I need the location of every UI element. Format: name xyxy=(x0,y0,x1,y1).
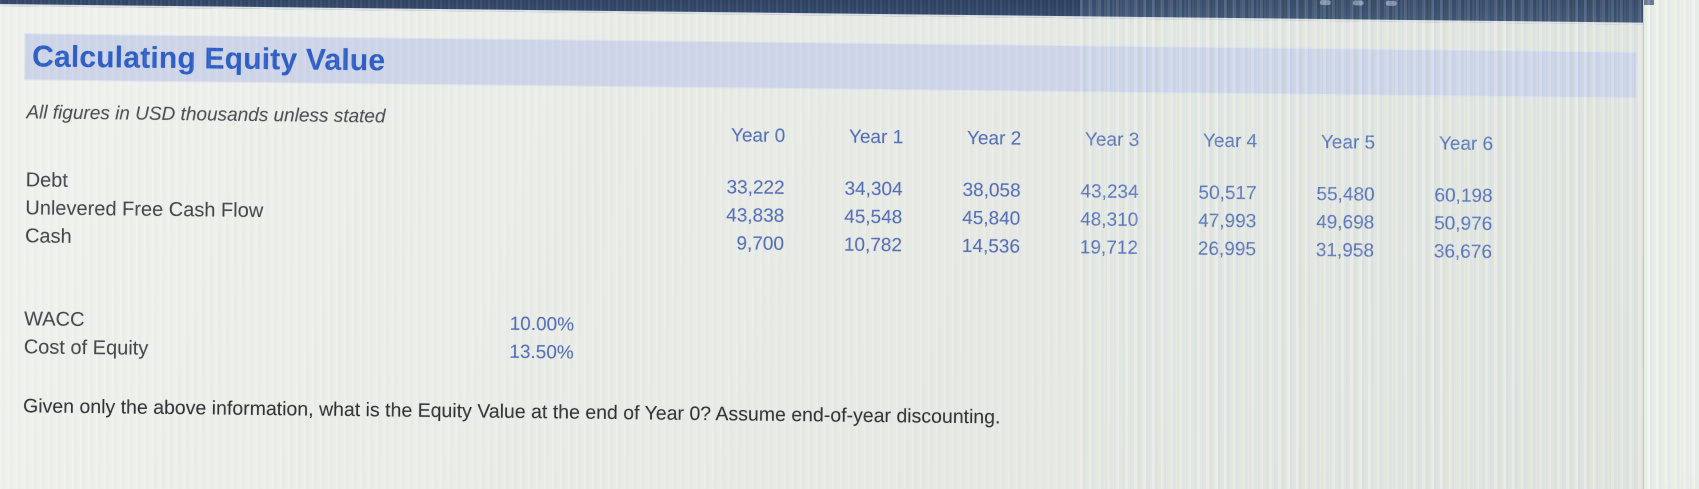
debt-value: 38,058 xyxy=(962,179,1021,202)
debt-value: 60,198 xyxy=(1434,185,1493,207)
ufcf-value: 47,993 xyxy=(1198,210,1257,233)
assumption-row-cost-of-equity: Cost of Equity 13.50% xyxy=(24,333,574,367)
cash-value: 19,712 xyxy=(1079,237,1139,259)
ufcf-value: 50,976 xyxy=(1434,213,1493,235)
cash-value: 31,958 xyxy=(1315,239,1375,262)
year-header-row: Year 0 Year 1 Year 2 Year 3 Year 4 Year … xyxy=(26,114,1493,159)
ufcf-value: 45,840 xyxy=(962,207,1021,230)
ufcf-value: 45,548 xyxy=(844,206,903,229)
captured-window: Calculating Equity Value All figures in … xyxy=(0,0,1652,429)
cost-of-equity-value: 13.50% xyxy=(509,341,574,364)
cash-value: 9,700 xyxy=(736,233,785,255)
year-header: Year 1 xyxy=(848,126,904,149)
debt-value: 33,222 xyxy=(726,177,785,199)
ufcf-value: 48,310 xyxy=(1080,209,1139,231)
ufcf-value: 49,698 xyxy=(1316,211,1375,234)
cash-value: 36,676 xyxy=(1433,241,1493,263)
window-corner-notch xyxy=(1644,0,1654,5)
cash-value: 10,782 xyxy=(843,234,903,257)
cash-value: 14,536 xyxy=(961,235,1021,258)
year-header: Year 2 xyxy=(966,127,1022,150)
debt-value: 34,304 xyxy=(844,178,903,201)
title-banner: Calculating Equity Value xyxy=(23,33,1638,99)
ufcf-value: 43,838 xyxy=(726,205,785,227)
year-header: Year 3 xyxy=(1084,129,1140,151)
wacc-value: 10.00% xyxy=(509,313,575,336)
row-label: Cash xyxy=(24,225,72,248)
window-control-dots-icon xyxy=(1319,0,1397,6)
year-header: Year 4 xyxy=(1202,130,1258,153)
debt-value: 43,234 xyxy=(1080,181,1139,203)
year-header: Year 6 xyxy=(1438,133,1494,155)
year-header: Year 0 xyxy=(730,125,786,147)
question-text: Given only the above information, what i… xyxy=(22,395,1001,429)
screen-right-edge xyxy=(1643,0,1699,489)
browser-chrome-bar xyxy=(0,0,1652,25)
year-header: Year 5 xyxy=(1320,131,1376,154)
cash-value: 26,995 xyxy=(1197,238,1257,261)
header-row-spacer xyxy=(26,114,667,149)
assumption-label: Cost of Equity xyxy=(23,336,149,360)
page-title: Calculating Equity Value xyxy=(31,39,386,77)
debt-value: 55,480 xyxy=(1316,183,1375,206)
debt-value: 50,517 xyxy=(1198,182,1257,205)
